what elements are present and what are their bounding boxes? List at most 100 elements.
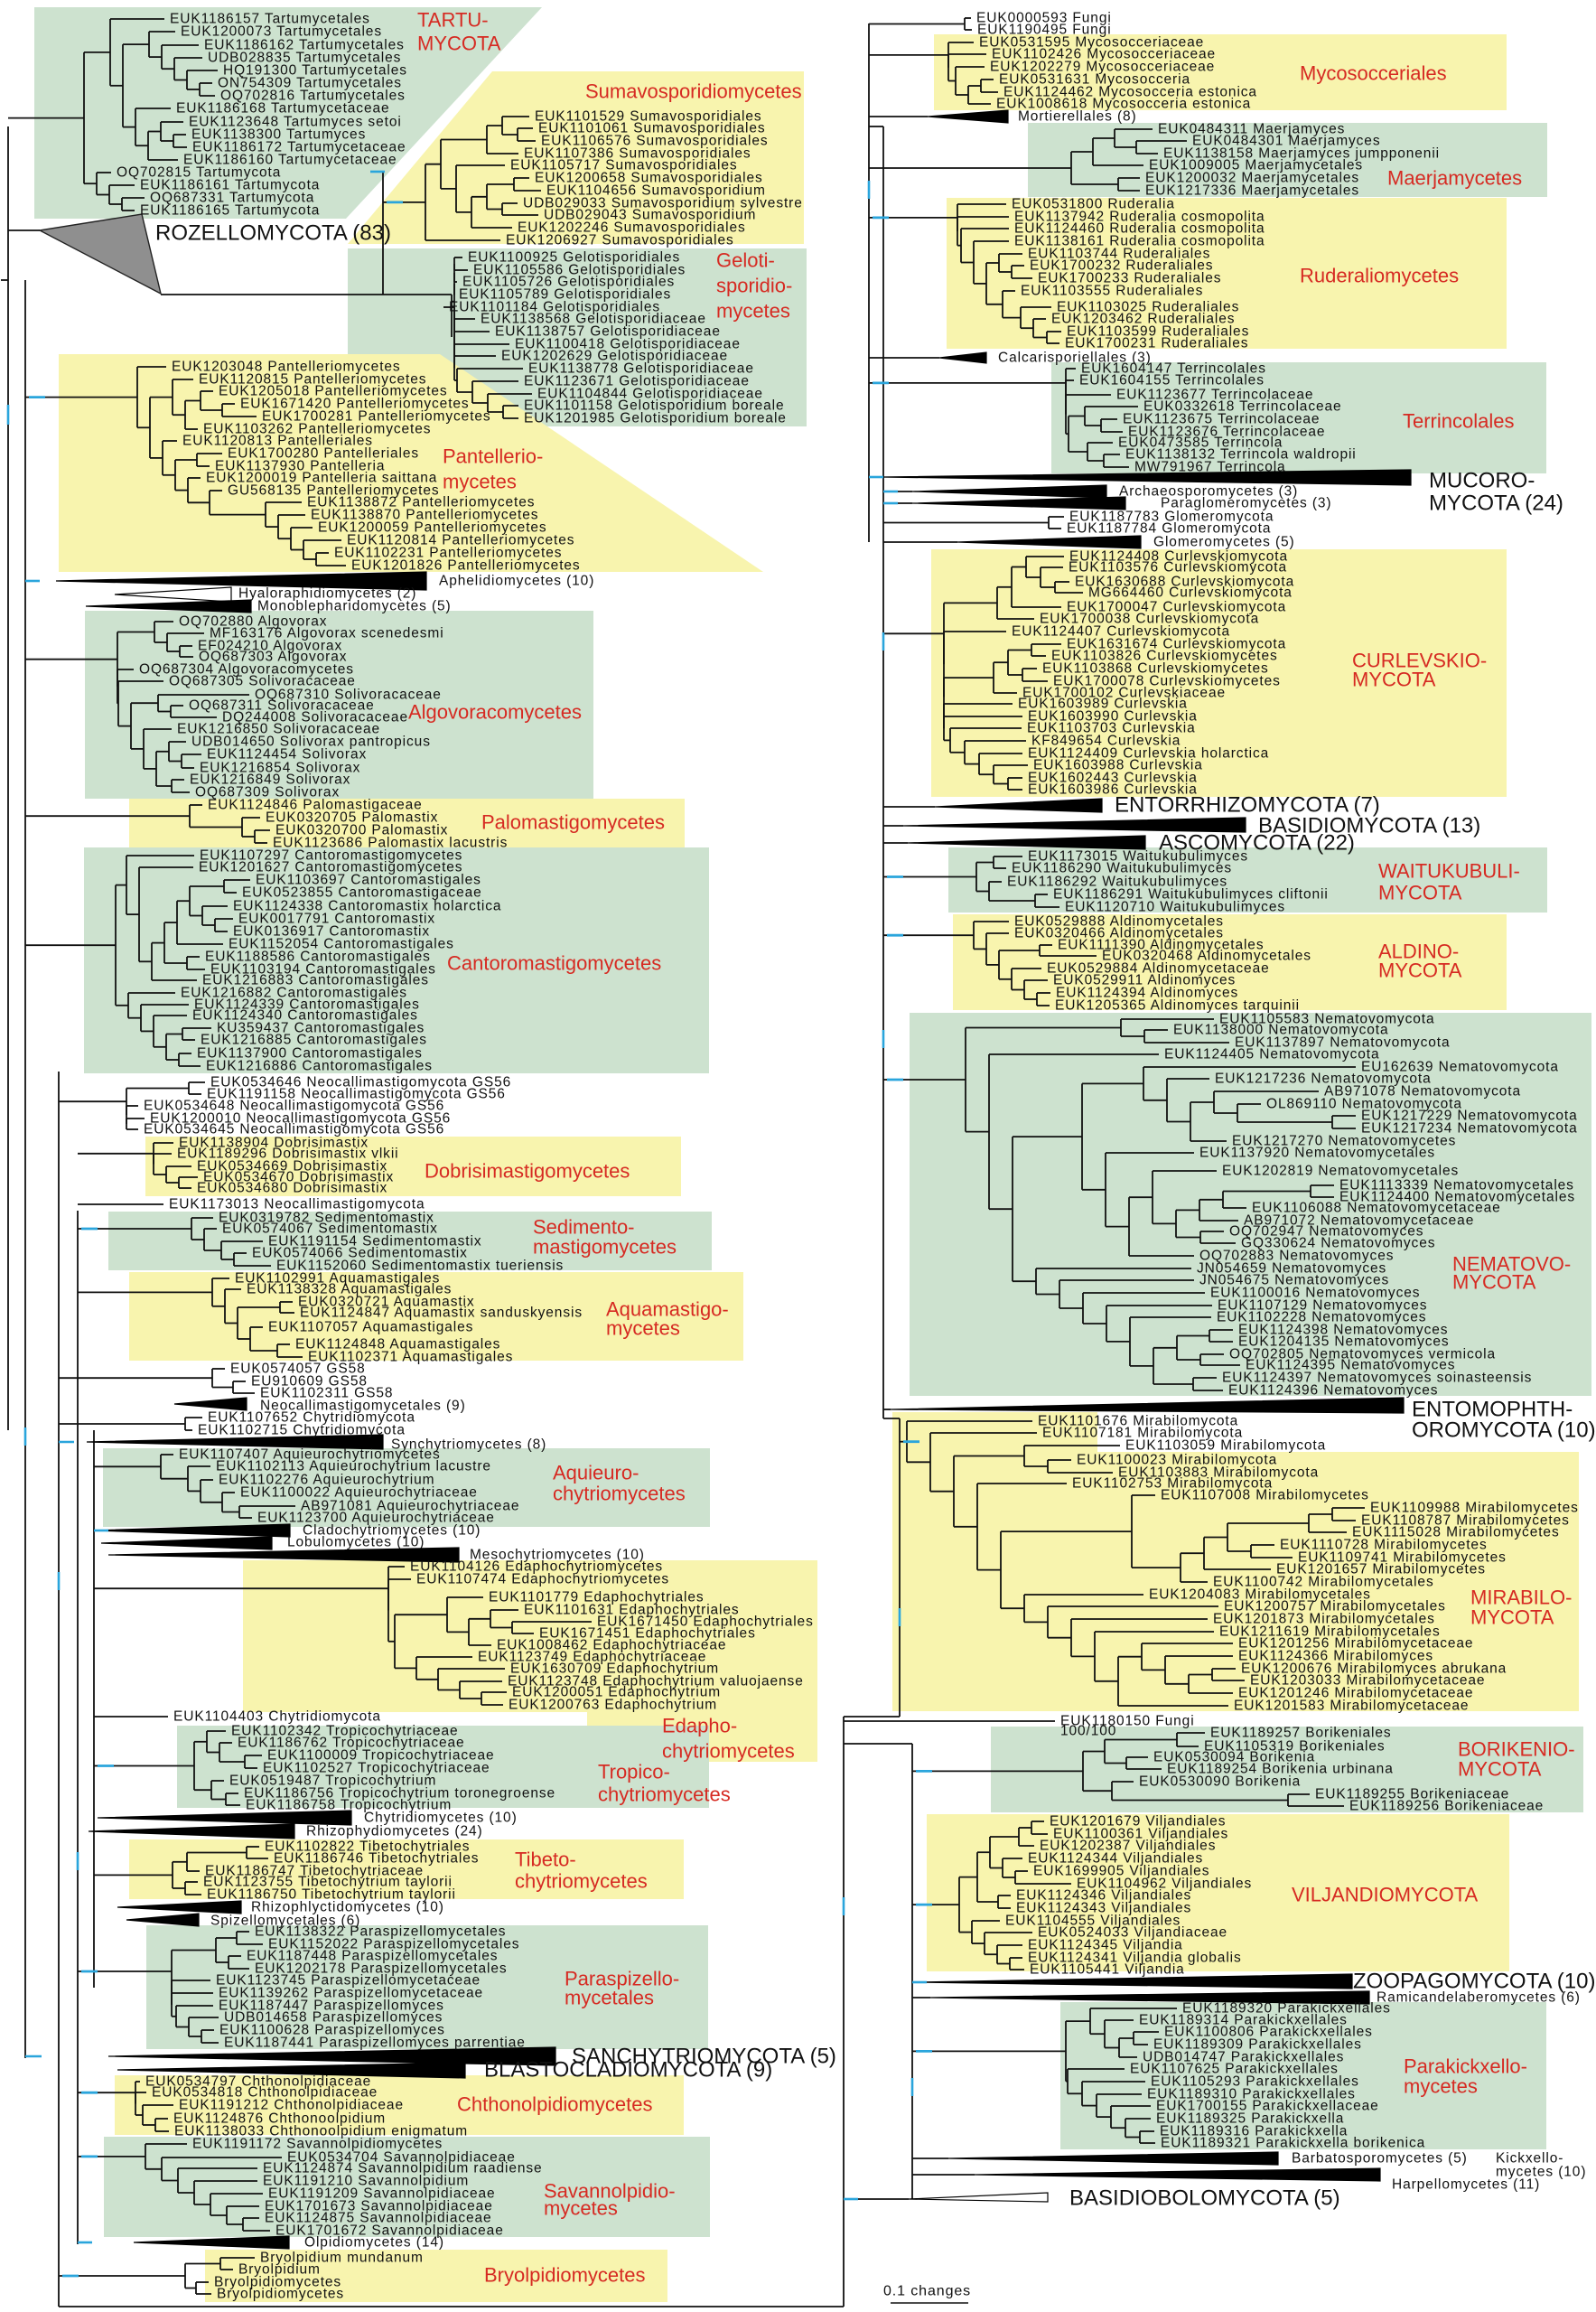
svg-text:Synchytriomycetes (8): Synchytriomycetes (8) bbox=[391, 1437, 546, 1453]
svg-text:EUK0534797 Chthonolpidiaceae: EUK0534797 Chthonolpidiaceae bbox=[145, 2074, 371, 2090]
svg-text:EUK1107008 Mirabilomycetes: EUK1107008 Mirabilomycetes bbox=[1161, 1488, 1369, 1503]
svg-text:EUK1186292 Waitukubulimyces: EUK1186292 Waitukubulimyces bbox=[1007, 875, 1227, 890]
svg-text:EUK1100361 Viljandiales: EUK1100361 Viljandiales bbox=[1053, 1827, 1228, 1842]
svg-text:EUK1205018 Pantelleriomycetes: EUK1205018 Pantelleriomycetes bbox=[219, 384, 448, 399]
svg-text:EUK1186746 Tibetochytriales: EUK1186746 Tibetochytriales bbox=[274, 1851, 479, 1867]
svg-text:EUK1101676 Mirabilomycota: EUK1101676 Mirabilomycota bbox=[1038, 1414, 1238, 1429]
svg-text:EUK1187447 Paraspizellomyces: EUK1187447 Paraspizellomyces bbox=[219, 1998, 444, 2014]
svg-text:EUK1205365 Aldinomyces tarquin: EUK1205365 Aldinomyces tarquinii bbox=[1055, 998, 1300, 1014]
svg-text:OQ687310 Solivoracaceae: OQ687310 Solivoracaceae bbox=[255, 688, 442, 703]
svg-text:EUK1107652 Chytridiomycota: EUK1107652 Chytridiomycota bbox=[208, 1410, 415, 1426]
svg-text:EUK1102231 Pantelleriomycetes: EUK1102231 Pantelleriomycetes bbox=[334, 546, 562, 561]
svg-text:EUK1203033 Mirabilomycetaceae: EUK1203033 Mirabilomycetaceae bbox=[1250, 1673, 1485, 1689]
svg-text:EUK1124343 Viljandiales: EUK1124343 Viljandiales bbox=[1016, 1901, 1191, 1916]
svg-text:EUK0574067 Sedimentomastix: EUK0574067 Sedimentomastix bbox=[222, 1222, 438, 1237]
svg-text:EUK1104126 Edaphochytriomycete: EUK1104126 Edaphochytriomycetes bbox=[410, 1559, 663, 1575]
svg-text:Archaeosporomycetes (3): Archaeosporomycetes (3) bbox=[1119, 484, 1298, 500]
svg-text:Rhizophlyctidomycetes (10): Rhizophlyctidomycetes (10) bbox=[251, 1900, 444, 1915]
svg-text:EUK1113339 Nematovomycetales: EUK1113339 Nematovomycetales bbox=[1339, 1178, 1574, 1193]
svg-text:EUK1102991 Aquamastigales: EUK1102991 Aquamastigales bbox=[235, 1271, 440, 1287]
svg-text:EUK1201679 Viljandiales: EUK1201679 Viljandiales bbox=[1050, 1814, 1226, 1830]
svg-text:EUK1201826 Pantelleriomycetes: EUK1201826 Pantelleriomycetes bbox=[351, 558, 581, 574]
svg-text:GQ330624 Nematovomyces: GQ330624 Nematovomyces bbox=[1241, 1236, 1435, 1251]
svg-text:EUK1200757 Mirabilomycetales: EUK1200757 Mirabilomycetales bbox=[1224, 1599, 1446, 1615]
svg-text:EUK1103194 Cantoromastigales: EUK1103194 Cantoromastigales bbox=[210, 962, 436, 978]
svg-text:MYCOTA: MYCOTA bbox=[1378, 959, 1462, 982]
svg-text:EU162639 Nematovomycota: EU162639 Nematovomycota bbox=[1361, 1060, 1559, 1075]
svg-text:EUK1200676 Mirabilomyces abruk: EUK1200676 Mirabilomyces abrukana bbox=[1241, 1661, 1507, 1677]
svg-text:mycetes (10): mycetes (10) bbox=[1496, 2165, 1586, 2180]
svg-text:EUK1186157 Tartumycetales: EUK1186157 Tartumycetales bbox=[170, 12, 370, 27]
svg-text:EUK0524033 Viljandiaceae: EUK0524033 Viljandiaceae bbox=[1038, 1925, 1227, 1941]
svg-text:EUK1124876 Chthonoolpidium: EUK1124876 Chthonoolpidium bbox=[173, 2111, 386, 2127]
svg-text:EUK1124407 Curlevskiomycota: EUK1124407 Curlevskiomycota bbox=[1012, 624, 1230, 640]
svg-text:EUK1102527 Tropicochytriaceae: EUK1102527 Tropicochytriaceae bbox=[263, 1761, 490, 1776]
svg-text:OQ687311 Solivoracaceae: OQ687311 Solivoracaceae bbox=[189, 698, 375, 714]
svg-text:EUK1138568 Gelotisporidiaceae: EUK1138568 Gelotisporidiaceae bbox=[481, 312, 706, 327]
svg-text:EUK1187783 Glomeromycota: EUK1187783 Glomeromycota bbox=[1069, 510, 1274, 525]
svg-text:EUK1217234 Nematovomycota: EUK1217234 Nematovomycota bbox=[1361, 1121, 1578, 1137]
svg-text:EUK1186290 Waitukubulimyces: EUK1186290 Waitukubulimyces bbox=[1012, 861, 1232, 876]
svg-text:EUK1124397 Nematovomyces soina: EUK1124397 Nematovomyces soinasteensis bbox=[1222, 1371, 1532, 1386]
svg-text:EUK1138322 Paraspizellomycetal: EUK1138322 Paraspizellomycetales bbox=[255, 1924, 506, 1940]
svg-text:EUK1102371 Aquamastigales: EUK1102371 Aquamastigales bbox=[308, 1350, 513, 1365]
svg-text:EUK1101529 Sumavosporidiales: EUK1101529 Sumavosporidiales bbox=[535, 109, 762, 125]
svg-text:MUCORO-: MUCORO- bbox=[1429, 469, 1535, 493]
svg-text:EUK1138328 Aquamastigales: EUK1138328 Aquamastigales bbox=[247, 1282, 452, 1297]
svg-text:EUK0534646 Neocallimastigomyco: EUK0534646 Neocallimastigomycota GS56 bbox=[210, 1075, 511, 1090]
svg-text:EUK1187441 Paraspizellomyces p: EUK1187441 Paraspizellomyces parrentiae bbox=[224, 2036, 526, 2051]
svg-text:EUK1124344 Viljandiales: EUK1124344 Viljandiales bbox=[1028, 1851, 1203, 1867]
svg-text:OQ687305 Solivoracaceae: OQ687305 Solivoracaceae bbox=[169, 674, 356, 689]
svg-text:Mesochytriomycetes (10): Mesochytriomycetes (10) bbox=[470, 1548, 645, 1563]
svg-text:EUK1191209 Savannolpidiaceae: EUK1191209 Savannolpidiaceae bbox=[268, 2186, 496, 2202]
svg-text:JN054675 Nematovomyces: JN054675 Nematovomyces bbox=[1199, 1273, 1389, 1288]
svg-text:EUK0531631 Mycosocceria: EUK0531631 Mycosocceria bbox=[999, 72, 1190, 88]
svg-text:Chytridiomycetes (10): Chytridiomycetes (10) bbox=[364, 1811, 518, 1826]
svg-text:ROZELLOMYCOTA (83): ROZELLOMYCOTA (83) bbox=[155, 221, 391, 246]
svg-text:EUK1107625 Parakickxellales: EUK1107625 Parakickxellales bbox=[1130, 2062, 1339, 2077]
svg-text:EUK0484311 Maerjamyces: EUK0484311 Maerjamyces bbox=[1158, 122, 1345, 137]
svg-text:EUK1189325 Parakickxella: EUK1189325 Parakickxella bbox=[1156, 2111, 1344, 2127]
svg-text:EUK1186291 Waitukubulimyces cl: EUK1186291 Waitukubulimyces cliftonii bbox=[1053, 887, 1329, 903]
svg-text:MYCOTA: MYCOTA bbox=[417, 33, 501, 55]
svg-text:EUK1138870 Pantelleriomycetes: EUK1138870 Pantelleriomycetes bbox=[311, 508, 538, 523]
svg-text:EUK1102715 Chytridiomycota: EUK1102715 Chytridiomycota bbox=[198, 1423, 406, 1438]
svg-text:EUK1191210 Savannolpidium: EUK1191210 Savannolpidium bbox=[263, 2174, 469, 2189]
svg-text:100/100: 100/100 bbox=[1060, 1724, 1116, 1739]
svg-text:mycetes: mycetes bbox=[443, 471, 517, 493]
svg-text:EUK1103555 Ruderaliales: EUK1103555 Ruderaliales bbox=[1021, 284, 1203, 299]
svg-text:EUK1204135 Nematovomyces: EUK1204135 Nematovomyces bbox=[1238, 1334, 1450, 1350]
svg-text:OQ687309 Solivorax: OQ687309 Solivorax bbox=[195, 785, 340, 800]
svg-text:EUK1102276 Aquieurochytrium: EUK1102276 Aquieurochytrium bbox=[219, 1473, 434, 1488]
svg-text:EUK1139262 Paraspizellomycetac: EUK1139262 Paraspizellomycetaceae bbox=[219, 1986, 483, 2001]
svg-text:EUK1701672 Savannolpidiaceae: EUK1701672 Savannolpidiaceae bbox=[275, 2223, 504, 2239]
svg-text:MF163176 Algovorax scenedesmi: MF163176 Algovorax scenedesmi bbox=[210, 626, 444, 641]
svg-text:Hyaloraphidiomycetes (2): Hyaloraphidiomycetes (2) bbox=[238, 586, 416, 602]
svg-text:Terrincolales: Terrincolales bbox=[1403, 410, 1515, 433]
svg-text:OQ702805 Nematovomyces vermico: OQ702805 Nematovomyces vermicola bbox=[1229, 1347, 1496, 1362]
svg-text:EUK1124341 Viljandia globalis: EUK1124341 Viljandia globalis bbox=[1028, 1951, 1242, 1966]
svg-text:Spizellomycetales (6): Spizellomycetales (6) bbox=[210, 1914, 360, 1929]
svg-text:ENTORRHIZOMYCOTA (7): ENTORRHIZOMYCOTA (7) bbox=[1115, 793, 1380, 818]
svg-text:EUK0534680 Dobrisimastix: EUK0534680 Dobrisimastix bbox=[197, 1181, 387, 1196]
svg-text:EUK1123749 Edaphochytriaceae: EUK1123749 Edaphochytriaceae bbox=[478, 1650, 706, 1665]
svg-text:EUK0320466 Aldinomycetales: EUK0320466 Aldinomycetales bbox=[1014, 926, 1224, 941]
svg-text:MG664460 Curlevskiomycota: MG664460 Curlevskiomycota bbox=[1088, 585, 1293, 601]
svg-text:EUK1124346 Viljandiales: EUK1124346 Viljandiales bbox=[1016, 1888, 1191, 1904]
svg-text:EUK1187448 Paraspizellomycetal: EUK1187448 Paraspizellomycetales bbox=[247, 1949, 498, 1964]
svg-text:EUK1189314 Parakickxellales: EUK1189314 Parakickxellales bbox=[1139, 2013, 1348, 2028]
svg-text:Harpellomycetes (11): Harpellomycetes (11) bbox=[1392, 2177, 1540, 2193]
svg-text:Glomeromycetes (5): Glomeromycetes (5) bbox=[1153, 535, 1295, 550]
svg-text:EUK1100925 Gelotisporidiales: EUK1100925 Gelotisporidiales bbox=[468, 250, 680, 266]
svg-text:EUK1138161 Ruderalia cosmopoli: EUK1138161 Ruderalia cosmopolita bbox=[1014, 234, 1265, 249]
svg-text:EUK0531800 Ruderalia: EUK0531800 Ruderalia bbox=[1012, 197, 1175, 212]
svg-text:UDB014650 Solivorax pantropicu: UDB014650 Solivorax pantropicus bbox=[191, 735, 431, 750]
svg-text:EUK1186747 Tibetochytriaceae: EUK1186747 Tibetochytriaceae bbox=[205, 1864, 424, 1879]
svg-text:EUK1123700 Aquieurochytriaceae: EUK1123700 Aquieurochytriaceae bbox=[257, 1511, 495, 1526]
svg-text:EUK1124338 Cantoromastix holar: EUK1124338 Cantoromastix holarctica bbox=[233, 899, 501, 914]
svg-text:EUK0534669 Dobrisimastix: EUK0534669 Dobrisimastix bbox=[197, 1159, 387, 1175]
svg-text:EUK1137897 Nematovomycota: EUK1137897 Nematovomycota bbox=[1235, 1035, 1450, 1051]
svg-text:EUK1124874 Savannolpidium raad: EUK1124874 Savannolpidium raadiense bbox=[263, 2161, 543, 2176]
svg-text:EUK1106088 Nematovomycetaceae: EUK1106088 Nematovomycetaceae bbox=[1252, 1201, 1501, 1216]
svg-text:EUK1123671 Gelotisporidiaceae: EUK1123671 Gelotisporidiaceae bbox=[524, 374, 750, 389]
